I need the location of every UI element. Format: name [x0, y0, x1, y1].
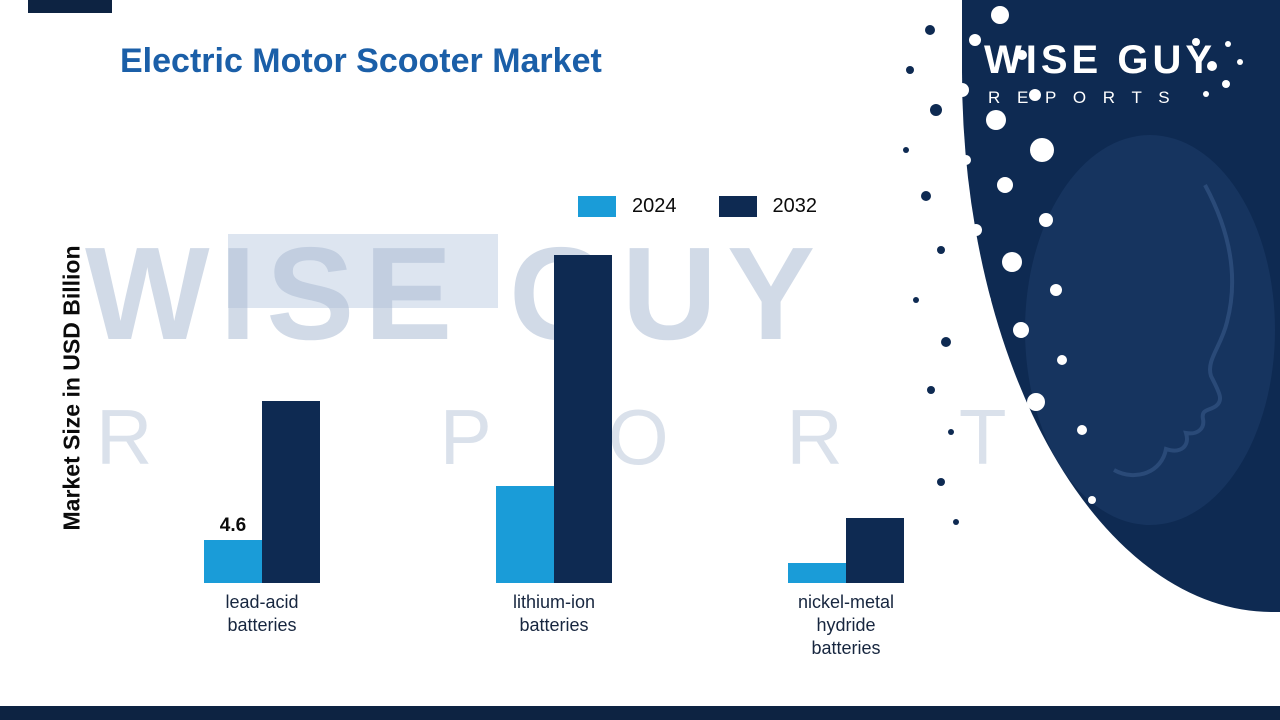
bar-wrap — [554, 229, 612, 583]
bar-wrap — [846, 492, 904, 583]
category-label-nickel-metal-hydride-batteries: nickel-metal hydride batteries — [797, 592, 895, 658]
bar-value-label: 4.6 — [219, 515, 247, 536]
bar-wrap — [496, 460, 554, 583]
legend-label-2032: 2032 — [772, 195, 818, 217]
watermark-line1: WISE GUY — [85, 220, 826, 367]
bar-2032-nickel-metal-hydride-batteries — [846, 518, 904, 583]
watermark-rect — [228, 234, 498, 308]
bar-group-lithium-ion-batteries — [474, 229, 634, 583]
bar-wrap — [262, 375, 320, 583]
legend-swatch-2032 — [718, 196, 757, 217]
bar-wrap: 4.6 — [204, 514, 262, 583]
bar-2032-lead-acid-batteries — [262, 401, 320, 583]
plot-area: 4.6 — [0, 200, 960, 583]
bar-2024-lead-acid-batteries — [204, 540, 262, 583]
category-label-lithium-ion-batteries: lithium-ion batteries — [512, 592, 596, 635]
bar-wrap — [788, 537, 846, 583]
bar-2024-nickel-metal-hydride-batteries — [788, 563, 846, 583]
legend: 2024 2032 — [578, 195, 817, 218]
legend-label-2024: 2024 — [632, 195, 677, 217]
bottom-accent-bar — [0, 706, 1280, 720]
bar-group-nickel-metal-hydride-batteries — [766, 492, 926, 583]
brand-subtext: R E P O R T S — [988, 88, 1176, 107]
category-label-lead-acid-batteries: lead-acid batteries — [225, 592, 299, 635]
bar-group-lead-acid-batteries: 4.6 — [182, 375, 342, 583]
bar-2032-lithium-ion-batteries — [554, 255, 612, 583]
top-accent-bar — [28, 0, 112, 13]
bar-2024-lithium-ion-batteries — [496, 486, 554, 583]
legend-swatch-2024 — [578, 196, 616, 217]
chart-title: Electric Motor Scooter Market — [120, 42, 602, 80]
brand-wordmark: WISE GUY — [984, 38, 1217, 82]
